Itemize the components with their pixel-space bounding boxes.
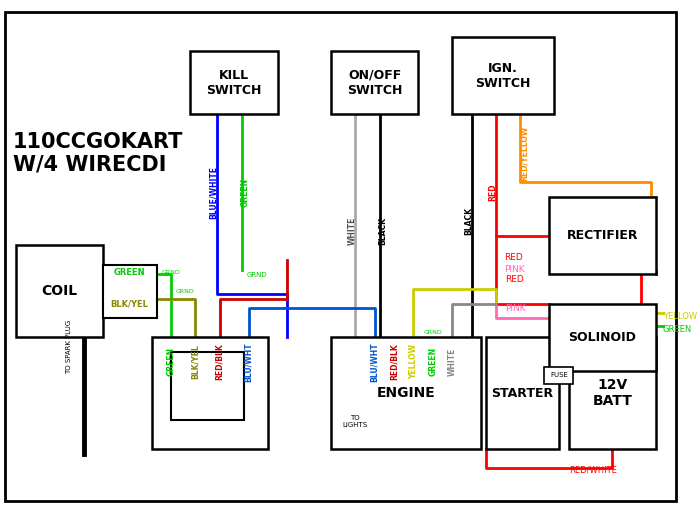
Text: BLACK: BLACK bbox=[378, 217, 387, 245]
Text: PINK: PINK bbox=[505, 304, 526, 313]
Bar bbox=[486, 338, 559, 449]
Text: COIL: COIL bbox=[41, 284, 78, 299]
Text: YELLOW: YELLOW bbox=[409, 344, 418, 379]
Text: GREEN: GREEN bbox=[113, 268, 145, 277]
Text: 12V
BATT: 12V BATT bbox=[592, 378, 632, 408]
Text: PINK: PINK bbox=[503, 265, 524, 274]
Text: GREEN: GREEN bbox=[663, 325, 692, 334]
Text: RED: RED bbox=[489, 183, 498, 201]
Bar bbox=[331, 51, 419, 114]
Text: RED: RED bbox=[503, 253, 522, 262]
Text: RED/YELLOW: RED/YELLOW bbox=[519, 126, 528, 181]
Bar bbox=[152, 338, 268, 449]
Text: BLK/YEL: BLK/YEL bbox=[191, 344, 200, 379]
Text: GRND: GRND bbox=[424, 330, 442, 334]
Text: GREEN: GREEN bbox=[167, 347, 176, 376]
Text: ON/OFF
SWITCH: ON/OFF SWITCH bbox=[347, 69, 402, 97]
Text: GRND: GRND bbox=[246, 271, 267, 278]
Text: BLU/WHT: BLU/WHT bbox=[370, 342, 379, 382]
Text: RED: RED bbox=[505, 275, 524, 284]
Text: 110CCGOKART
W/4 WIRECDI: 110CCGOKART W/4 WIRECDI bbox=[13, 132, 183, 175]
Text: GREEN: GREEN bbox=[240, 177, 249, 207]
Text: RED/BLK: RED/BLK bbox=[390, 343, 398, 380]
Text: YELLOW: YELLOW bbox=[663, 311, 696, 321]
Text: IGN.
SWITCH: IGN. SWITCH bbox=[475, 62, 531, 90]
Bar bbox=[190, 51, 278, 114]
Text: RED/WHITE: RED/WHITE bbox=[569, 465, 617, 475]
Text: BLUE/WHITE: BLUE/WHITE bbox=[209, 166, 218, 219]
Bar bbox=[550, 197, 656, 274]
Bar bbox=[568, 338, 656, 449]
Text: RECTIFIER: RECTIFIER bbox=[567, 229, 638, 242]
Text: KILL
SWITCH: KILL SWITCH bbox=[206, 69, 262, 97]
Text: GREEN: GREEN bbox=[428, 347, 438, 376]
Text: CDI: CDI bbox=[197, 386, 223, 400]
Text: WHITE: WHITE bbox=[348, 216, 357, 245]
Text: SOLINOID: SOLINOID bbox=[568, 331, 636, 344]
Text: TO SPARK PLUG: TO SPARK PLUG bbox=[66, 320, 72, 374]
Text: FUSE: FUSE bbox=[550, 372, 568, 378]
Bar bbox=[331, 338, 482, 449]
Text: BLK/YEL: BLK/YEL bbox=[111, 299, 148, 308]
Text: TO
LIGHTS: TO LIGHTS bbox=[343, 415, 368, 428]
Bar bbox=[550, 304, 656, 371]
Text: BLU/WHT: BLU/WHT bbox=[244, 342, 253, 382]
Bar bbox=[16, 245, 103, 338]
Text: ENGINE: ENGINE bbox=[377, 386, 435, 400]
Bar bbox=[545, 367, 573, 384]
Text: BLACK: BLACK bbox=[464, 207, 473, 235]
Text: GRND: GRND bbox=[176, 289, 195, 294]
Text: STARTER: STARTER bbox=[491, 387, 554, 400]
Text: WHITE: WHITE bbox=[448, 347, 456, 376]
Text: RED/BLK: RED/BLK bbox=[215, 343, 224, 380]
Text: GRND: GRND bbox=[162, 270, 180, 275]
Bar bbox=[452, 37, 554, 114]
Bar bbox=[171, 352, 244, 420]
Bar bbox=[103, 265, 157, 318]
